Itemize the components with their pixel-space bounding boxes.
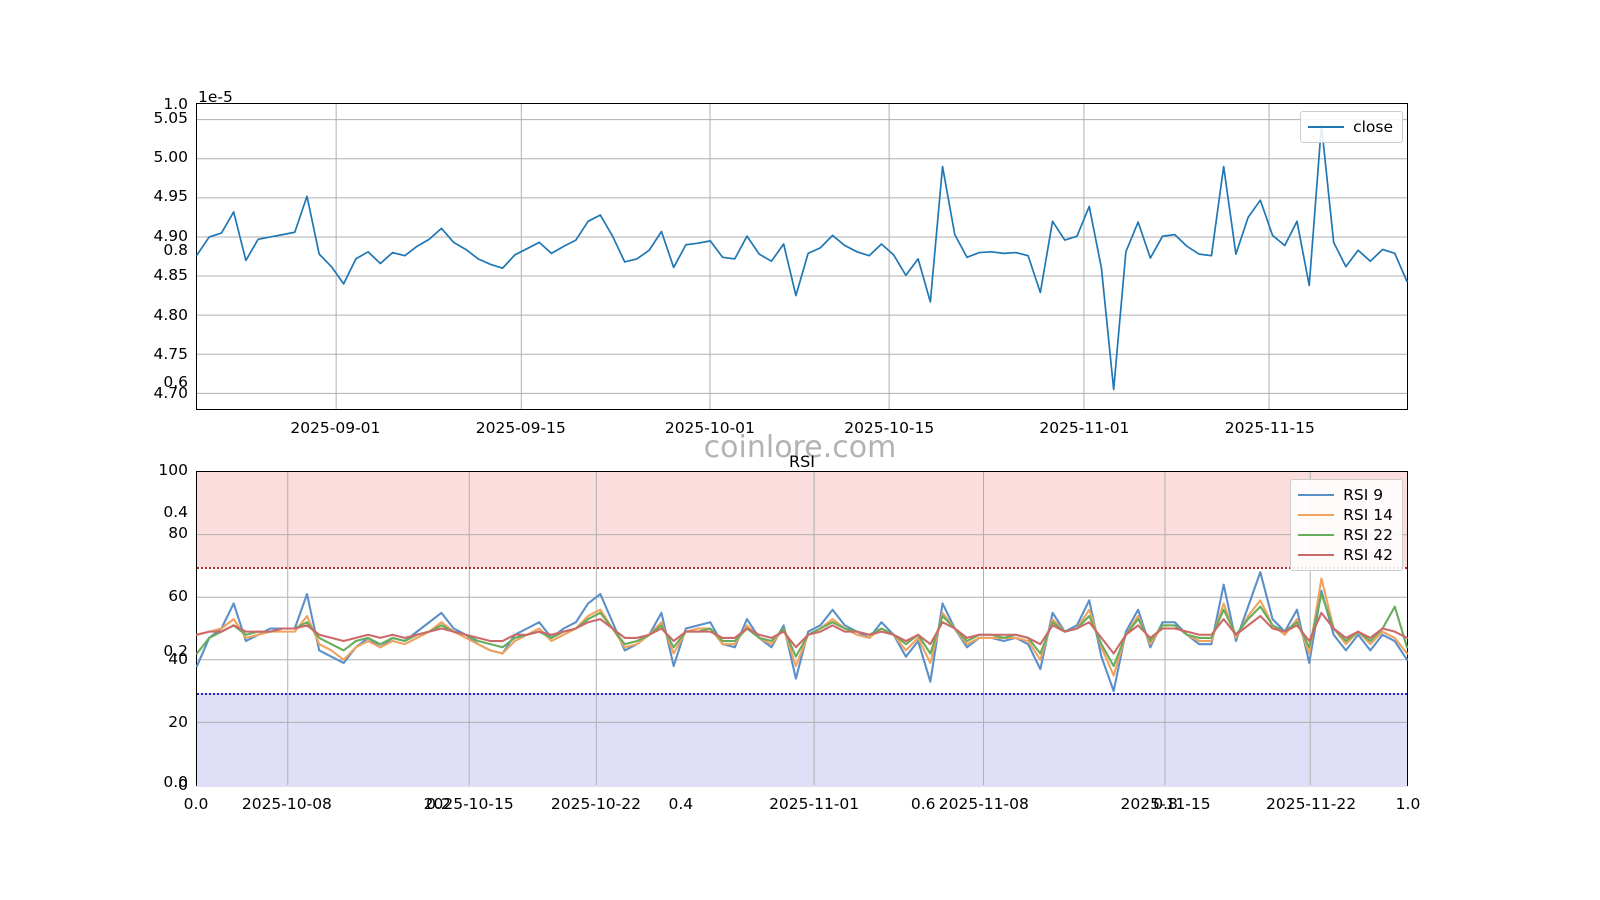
rsi-y-tick-label: 40	[168, 650, 188, 668]
price-x-tick-label: 2025-10-01	[664, 419, 755, 437]
price-x-tick-label: 2025-10-15	[844, 419, 935, 437]
price-y-overlay-tick-label: 0.6	[163, 373, 188, 391]
price-y-tick-label: 4.70	[153, 384, 188, 403]
rsi-oversold-threshold-line	[197, 692, 1407, 695]
legend-item-rsi-9[interactable]: RSI 9	[1298, 485, 1393, 505]
rsi-overbought-threshold-line	[197, 566, 1407, 569]
legend-color-swatch	[1308, 126, 1345, 128]
legend-item-label: RSI 42	[1343, 546, 1393, 564]
rsi-lines-svg	[197, 472, 1407, 785]
legend-item-label: RSI 14	[1343, 506, 1393, 524]
rsi-y-tick-label: 60	[168, 587, 188, 605]
price-x-tick-label: 2025-11-01	[1039, 419, 1130, 437]
legend-item-label: close	[1353, 118, 1393, 136]
legend-item-rsi-14[interactable]: RSI 14	[1298, 505, 1393, 525]
rsi-y-tick-label: 100	[158, 461, 188, 479]
rsi-chart-legend: RSI 9 RSI 14 RSI 22 RSI 42	[1290, 479, 1403, 571]
price-y-tick-label: 4.90	[153, 226, 188, 245]
price-y-tick-label: 5.05	[153, 108, 188, 127]
rsi-overbought-band	[197, 472, 1407, 567]
rsi-x-overlay-tick-label: 1.0	[1395, 795, 1421, 813]
price-x-tick-label: 2025-09-01	[290, 419, 381, 437]
rsi-chart-plot-area: RSI 9 RSI 14 RSI 22 RSI 42	[196, 471, 1408, 787]
price-y-tick-label: 4.80	[153, 305, 188, 324]
rsi-y-tick-label: 0	[178, 776, 188, 794]
price-y-overlay-tick-label: 1.0	[163, 95, 188, 113]
close-price-line	[197, 125, 1407, 389]
price-horizontal-gridlines	[197, 120, 1407, 394]
legend-item-label: RSI 22	[1343, 526, 1393, 544]
rsi-y-overlay-tick-label: 0.0	[163, 773, 188, 791]
rsi-x-overlay-tick-label: 0.4	[668, 795, 694, 813]
price-chart-legend: close	[1300, 111, 1403, 143]
rsi-y-tick-label: 80	[168, 524, 188, 542]
rsi-y-overlay-tick-label: 0.4	[163, 503, 188, 521]
rsi-x-tick-label: 2025-10-22	[550, 795, 641, 813]
price-y-overlay-tick-label: 0.8	[163, 241, 188, 259]
rsi-horizontal-gridlines	[197, 535, 1407, 723]
legend-item-label: RSI 9	[1343, 486, 1384, 504]
price-x-tick-label: 2025-11-15	[1224, 419, 1315, 437]
price-line-svg	[197, 104, 1407, 409]
rsi-x-tick-label: 2025-11-15	[1120, 795, 1211, 813]
rsi-x-tick-label: 2025-10-08	[241, 795, 332, 813]
legend-color-swatch	[1298, 514, 1335, 516]
rsi-x-overlay-tick-label: 0.2	[426, 795, 451, 813]
rsi-x-tick-label: 2025-10-15	[423, 795, 514, 813]
price-y-tick-label: 4.85	[153, 266, 188, 285]
price-axis-offset-label: 1e-5	[198, 88, 233, 106]
legend-color-swatch	[1298, 554, 1335, 556]
legend-color-swatch	[1298, 494, 1335, 496]
legend-item-close[interactable]: close	[1308, 117, 1393, 137]
rsi-y-overlay-tick-label: 0.2	[163, 642, 188, 660]
legend-item-rsi-42[interactable]: RSI 42	[1298, 545, 1393, 565]
legend-item-rsi-22[interactable]: RSI 22	[1298, 525, 1393, 545]
price-x-tick-label: 2025-09-15	[475, 419, 566, 437]
rsi-chart-title: RSI	[789, 452, 815, 471]
price-vertical-gridlines	[336, 104, 1269, 409]
price-chart-plot-area: close	[196, 103, 1408, 410]
price-y-tick-label: 5.00	[153, 148, 188, 167]
price-y-tick-label: 4.75	[153, 344, 188, 363]
rsi-x-tick-label: 2025-11-22	[1265, 795, 1357, 813]
rsi-x-overlay-tick-label: 0.8	[1153, 795, 1178, 813]
rsi-series-paths	[197, 572, 1407, 691]
rsi-x-overlay-tick-label: 0.0	[183, 795, 209, 813]
rsi-x-overlay-tick-label: 0.6	[910, 795, 936, 813]
rsi-x-tick-label: 2025-11-01	[769, 795, 860, 813]
rsi-x-tick-label: 2025-11-08	[938, 795, 1029, 813]
price-y-tick-label: 4.95	[153, 187, 188, 206]
rsi-y-tick-label: 20	[168, 713, 188, 731]
rsi-oversold-band	[197, 692, 1407, 787]
legend-color-swatch	[1298, 534, 1335, 536]
